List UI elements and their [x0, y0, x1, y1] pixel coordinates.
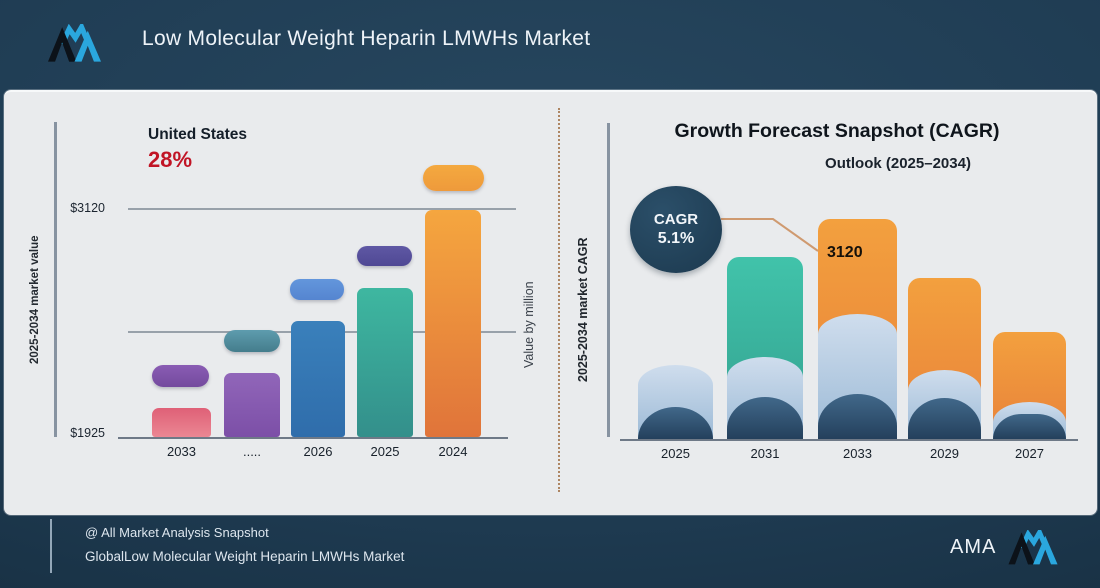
footer-brand-text: AMA	[950, 536, 997, 558]
left-y-axis-label: 2025-2034 market value	[29, 235, 41, 365]
right-chart-title: Growth Forecast Snapshot (CAGR)	[674, 120, 1000, 142]
value-by-million-label: Value by million	[522, 281, 536, 369]
right-x-axis-line	[620, 439, 1078, 441]
footer-ama-logo-icon	[1008, 530, 1058, 565]
cagr-badge: CAGR 5.1%	[630, 186, 722, 273]
footer-line1: @ All Market Analysis Snapshot	[85, 525, 269, 540]
ama-logo-icon	[48, 24, 101, 62]
page-title: Low Molecular Weight Heparin LMWHs Marke…	[142, 27, 591, 50]
left-chart-percent: 28%	[148, 147, 193, 172]
cagr-badge-title: CAGR	[653, 211, 699, 228]
left-ytick-1925: $1925	[70, 426, 105, 440]
footer-ama-logo	[1008, 530, 1058, 566]
right-y-axis-label: 2025-2034 market CAGR	[576, 237, 590, 383]
left-gridline-top	[128, 208, 516, 210]
chart-divider-dashed-line	[558, 108, 560, 492]
right-y-axis-line	[607, 123, 610, 437]
ama-logo	[48, 24, 101, 64]
cagr-badge-value: 5.1%	[657, 230, 695, 247]
left-chart-title: United States	[148, 126, 248, 143]
left-gridline-mid	[128, 331, 516, 333]
left-x-axis-line	[118, 437, 508, 439]
bar-value-callout: 3120	[827, 244, 863, 261]
left-y-axis-line	[54, 122, 57, 437]
footer-separator-line	[50, 519, 52, 573]
footer-line2: GlobalLow Molecular Weight Heparin LMWHs…	[85, 549, 405, 564]
left-ytick-3120: $3120	[70, 201, 105, 215]
right-chart-subtitle: Outlook (2025–2034)	[825, 155, 971, 172]
